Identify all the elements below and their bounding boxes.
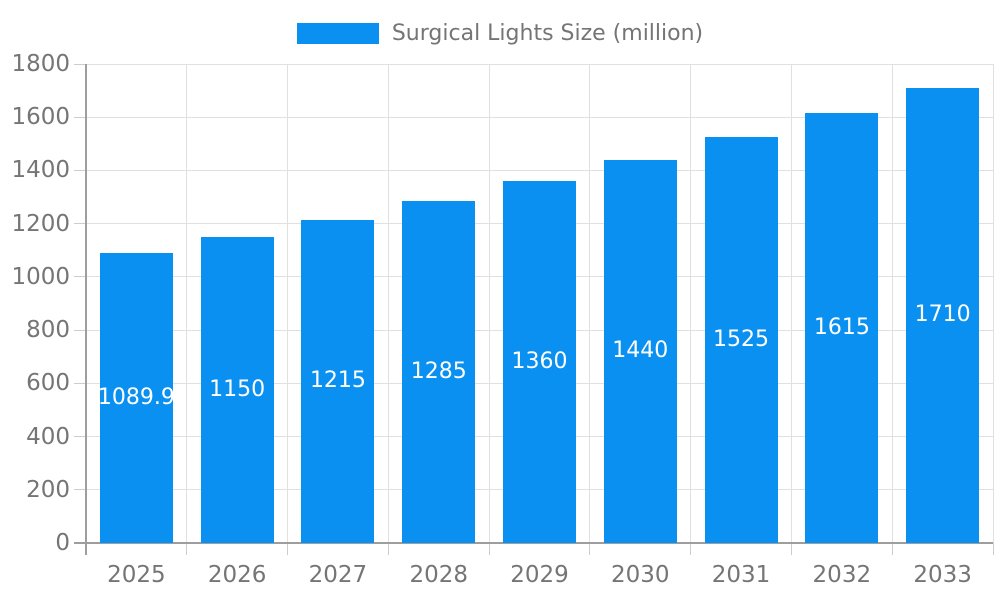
bar-2027 [301,219,375,543]
x-tick [488,543,490,555]
bar-value-label: 1710 [914,302,971,328]
y-tick [74,169,86,171]
gridline-vertical [186,64,188,543]
x-axis-label: 2030 [610,562,670,588]
y-axis-label: 200 [26,476,70,503]
x-axis-label: 2027 [308,562,368,588]
bar-2029 [503,181,576,543]
y-axis-label: 0 [55,530,70,556]
y-tick [74,489,86,491]
gridline-vertical [589,64,591,543]
bar-value-label: 1615 [813,315,870,341]
x-tick [387,543,389,555]
x-axis-label: 2032 [812,562,872,588]
y-tick [74,436,86,438]
x-tick [690,543,692,555]
legend-label: Surgical Lights Size (million) [391,21,704,46]
bar-value-label: 1150 [209,376,266,402]
x-axis-label: 2026 [207,562,267,588]
x-tick [589,543,591,555]
gridline-horizontal [86,63,993,65]
bar-value-label: 1360 [511,349,568,375]
gridline-vertical [287,64,289,543]
y-tick [74,63,86,65]
y-axis-label: 1200 [11,210,70,237]
gridline-vertical [790,64,792,543]
y-axis-label: 800 [26,317,70,344]
gridline-vertical [992,64,994,543]
bar-2030 [603,159,677,543]
y-tick [74,276,86,278]
bar-value-label: 1285 [410,359,467,385]
x-tick [891,543,893,555]
y-axis-line [85,64,87,555]
x-tick [287,543,289,555]
x-axis-label: 2028 [409,562,468,588]
gridline-vertical [488,64,490,543]
legend-color-swatch [296,23,379,44]
y-tick [74,223,86,225]
y-axis-label: 400 [26,423,70,450]
y-tick [74,382,86,384]
chart-legend: Surgical Lights Size (million) [0,21,1000,46]
y-axis-label: 1400 [11,157,70,184]
bar-2032 [805,113,879,543]
y-axis-label: 1600 [11,104,70,131]
y-axis-label: 1000 [11,263,70,290]
gridline-vertical [891,64,893,543]
bar-2028 [402,201,476,543]
bar-2031 [704,137,778,543]
x-tick [790,543,792,555]
x-axis-label: 2029 [510,562,569,588]
gridline-vertical [387,64,389,543]
bar-2033 [906,87,980,543]
x-tick [992,543,994,555]
y-axis-label: 600 [26,370,70,397]
x-axis-label: 2025 [107,562,166,588]
x-tick [186,543,188,555]
y-axis-label: 1800 [11,51,70,77]
bar-value-label: 1089.9 [97,384,175,410]
bar-2025 [99,252,173,543]
y-tick [74,116,86,118]
gridline-vertical [690,64,692,543]
x-axis-line [74,542,993,544]
bar-value-label: 1215 [309,368,366,394]
gridline-horizontal [86,169,993,171]
x-axis-label: 2031 [711,562,771,588]
x-axis-label: 2033 [913,562,972,588]
gridline-horizontal [86,116,993,118]
bar-value-label: 1525 [713,327,770,353]
y-tick [74,329,86,331]
bar-2026 [200,236,274,543]
bar-value-label: 1440 [612,338,669,364]
